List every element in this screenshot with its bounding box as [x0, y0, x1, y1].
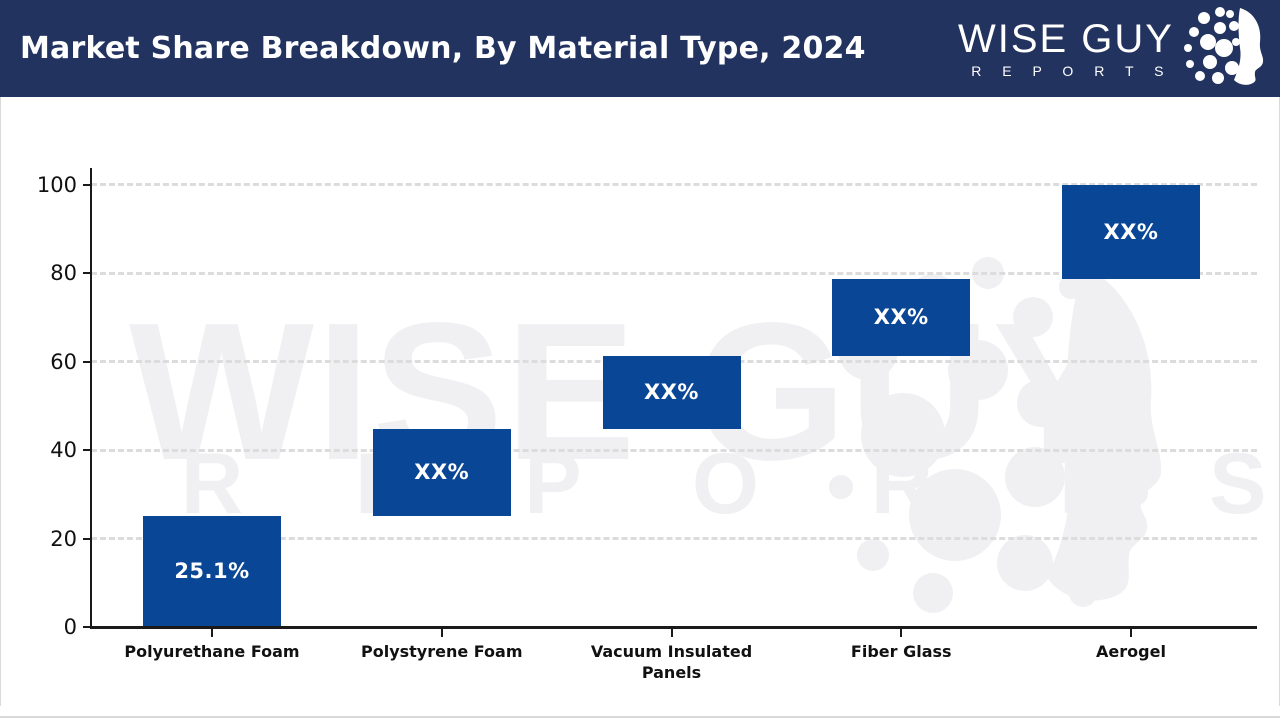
chart-canvas: WISE GUY R E P O R T S 0 20 40 60 80 100 25.1%…	[0, 97, 1280, 706]
bar-3: XX%	[602, 356, 741, 429]
x-tick-mark	[1130, 629, 1132, 637]
logo-text: WISE GUY R E P O R T S	[958, 19, 1174, 78]
bar-2: XX%	[372, 428, 511, 516]
y-tick-mark	[83, 272, 91, 274]
x-axis-category-label: Polyurethane Foam	[124, 642, 300, 661]
gridline	[91, 537, 1257, 540]
x-tick-mark	[440, 629, 443, 637]
gridline	[91, 271, 1257, 275]
x-axis-category-label: Vacuum Insulated Panels	[590, 642, 753, 682]
dotted-head-icon	[1180, 4, 1266, 94]
y-tick-mark	[83, 626, 91, 628]
y-tick-label: 60	[50, 349, 77, 374]
x-axis-category-label: Aerogel	[1096, 642, 1166, 661]
bar-4: XX%	[832, 278, 971, 357]
gridline	[91, 448, 1257, 452]
y-tick-label: 80	[50, 261, 77, 285]
bar-1: 25.1%	[143, 515, 281, 627]
x-axis-category-label: Fiber Glass	[850, 642, 952, 661]
y-axis-line	[90, 168, 92, 629]
bar-value-label: XX%	[414, 460, 470, 485]
bar-value-label: XX%	[1103, 219, 1159, 244]
x-axis-category-label: Polystyrene Foam	[360, 642, 523, 661]
gridline	[91, 183, 1257, 186]
x-tick-mark	[211, 629, 213, 637]
y-tick-mark	[83, 183, 91, 186]
x-tick-mark	[670, 629, 673, 637]
chart-title: Market Share Breakdown, By Material Type…	[20, 31, 866, 66]
y-tick-mark	[83, 360, 91, 363]
x-tick-mark	[900, 629, 903, 637]
bar-value-label: 25.1%	[174, 559, 250, 584]
bar-5: XX%	[1062, 184, 1200, 279]
y-tick-label: 20	[50, 526, 77, 551]
y-tick-label: 0	[63, 615, 77, 639]
y-tick-mark	[83, 449, 91, 451]
logo-wordmark: WISE GUY	[957, 17, 1174, 61]
bottom-border	[0, 716, 1280, 718]
header-bar: Market Share Breakdown, By Material Type…	[0, 0, 1280, 97]
plot-region: 0 20 40 60 80 100 25.1% Polyurethane Foam XX% Pol…	[1, 97, 1280, 706]
y-tick-label: 40	[50, 438, 77, 462]
bar-value-label: XX%	[873, 305, 929, 330]
bar-value-label: XX%	[644, 380, 699, 405]
logo-subtitle: R E P O R T S	[971, 63, 1172, 79]
y-tick-mark	[83, 537, 91, 540]
y-tick-label: 100	[36, 172, 77, 197]
x-axis-line	[90, 626, 1257, 629]
wise-guy-logo: WISE GUY R E P O R T S	[958, 4, 1266, 94]
